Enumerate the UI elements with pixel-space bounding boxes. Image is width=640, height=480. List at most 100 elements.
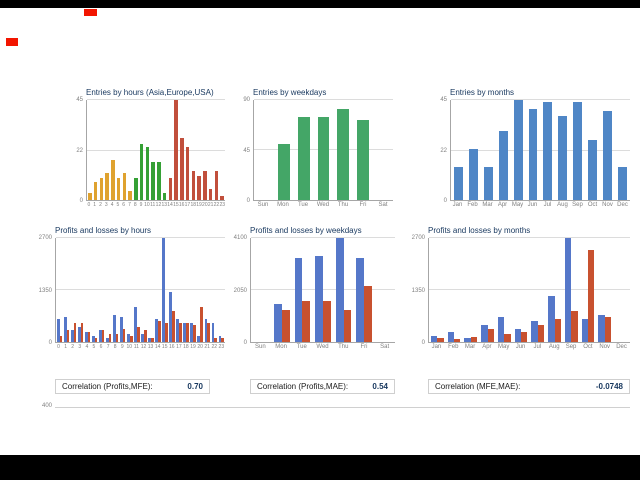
bar — [168, 177, 173, 200]
x-tick-label: 12 — [140, 344, 147, 350]
bar — [101, 330, 105, 342]
bar — [66, 330, 70, 342]
bar — [537, 324, 545, 342]
bars-layer — [56, 238, 225, 342]
bar-group — [104, 100, 110, 200]
bar — [356, 258, 365, 342]
bar-group — [526, 100, 541, 200]
bar-group — [87, 100, 93, 200]
x-tick-label: Tue — [297, 202, 309, 208]
gridline — [56, 237, 225, 238]
bar-group — [161, 238, 168, 342]
chart-body: 2700 1350 0 — [406, 235, 630, 346]
correlation-profits-mae: Correlation (Profits,MAE): 0.54 — [250, 379, 395, 394]
bar — [179, 322, 182, 342]
bar — [588, 140, 598, 200]
x-tick-label: Oct — [587, 202, 598, 208]
x-tick-label: 18 — [183, 344, 189, 350]
bar — [169, 291, 173, 342]
bar — [214, 171, 219, 200]
x-tick-label: Fri — [360, 344, 368, 350]
bar-group — [333, 100, 353, 200]
bar-group — [122, 100, 128, 200]
x-axis-labels: Jan Feb Mar Apr May Jun Jul Aug Sep Oct Nov Dec — [450, 202, 630, 208]
bar-group — [112, 238, 119, 342]
bar — [143, 330, 147, 342]
y-axis-labels: 2700 1350 0 — [406, 235, 428, 346]
bar-group — [127, 100, 133, 200]
bar-group — [563, 238, 580, 342]
x-tick-label: Mon — [275, 344, 287, 350]
x-tick-label: Jun — [527, 202, 538, 208]
bar — [77, 326, 81, 342]
x-tick-label: Dec — [616, 344, 627, 350]
x-axis-labels: 0 1 2 3 4 5 6 7 8 9 10 11 12 13 14 15 16 17 18 19 20 21 22 23 — [55, 344, 225, 350]
bar — [220, 195, 224, 200]
chart-title: Entries by weekdays — [253, 88, 327, 97]
x-tick-label: Jun — [515, 344, 526, 350]
x-tick-label: Mar — [482, 202, 493, 208]
bar — [481, 324, 488, 342]
bar — [531, 320, 538, 342]
x-tick-label: Feb — [467, 202, 478, 208]
bar-group — [91, 238, 98, 342]
x-tick-label: 9 — [139, 202, 143, 208]
x-tick-label: 22 — [213, 202, 220, 208]
bar — [468, 148, 478, 200]
bar-group — [84, 238, 91, 342]
y-tick-label: 2700 — [411, 235, 425, 241]
bar — [200, 307, 203, 342]
bar — [162, 193, 167, 200]
bar — [197, 175, 201, 200]
x-tick-label: 6 — [122, 202, 126, 208]
bar — [139, 144, 144, 200]
x-tick-label: 1 — [64, 344, 67, 350]
x-tick-label: 23 — [218, 344, 225, 350]
bar — [116, 177, 121, 200]
bar-group — [274, 100, 294, 200]
x-tick-label: 13 — [161, 202, 168, 208]
bar — [70, 330, 74, 342]
bar — [164, 322, 168, 342]
bars-layer — [451, 100, 630, 200]
x-tick-label: May — [511, 202, 524, 208]
bar — [571, 311, 578, 342]
bar — [134, 307, 137, 342]
bar-group — [162, 100, 168, 200]
bar — [150, 338, 154, 342]
bar-group — [429, 238, 446, 342]
bar-group — [110, 100, 116, 200]
x-axis-labels: Jan Feb Mar Apr May Jun Jul Aug Sep Oct Nov Dec — [428, 344, 630, 350]
x-axis-labels: 0 1 2 3 4 5 6 7 8 9 10 11 12 13 14 15 16 17 18 19 20 21 22 23 — [86, 202, 226, 208]
x-tick-label: 4 — [85, 344, 89, 350]
bar-group — [254, 100, 274, 200]
bar — [127, 334, 130, 342]
bar — [581, 318, 588, 342]
x-tick-label: 9 — [120, 344, 124, 350]
bar-group — [169, 238, 176, 342]
x-tick-label: 16 — [169, 344, 175, 350]
bar-group — [314, 100, 334, 200]
bar — [454, 338, 461, 342]
bar — [128, 191, 132, 200]
y-tick-label: 22 — [76, 147, 83, 154]
bar — [172, 311, 175, 342]
bar — [274, 303, 282, 342]
bar — [111, 160, 115, 200]
bar — [453, 166, 463, 200]
x-tick-label: 7 — [128, 202, 131, 208]
bar-group — [214, 100, 220, 200]
bar-group — [98, 238, 105, 342]
x-tick-label: Thu — [337, 202, 349, 208]
bar — [554, 318, 561, 342]
bar-group — [179, 100, 185, 200]
bar — [162, 238, 165, 342]
gridline — [429, 237, 630, 238]
bar — [148, 338, 151, 342]
bar — [521, 332, 528, 342]
x-tick-label: Fri — [359, 202, 367, 208]
bar — [470, 337, 478, 342]
bar — [343, 310, 352, 342]
bar-group — [313, 238, 334, 342]
x-tick-label: 13 — [147, 344, 154, 350]
